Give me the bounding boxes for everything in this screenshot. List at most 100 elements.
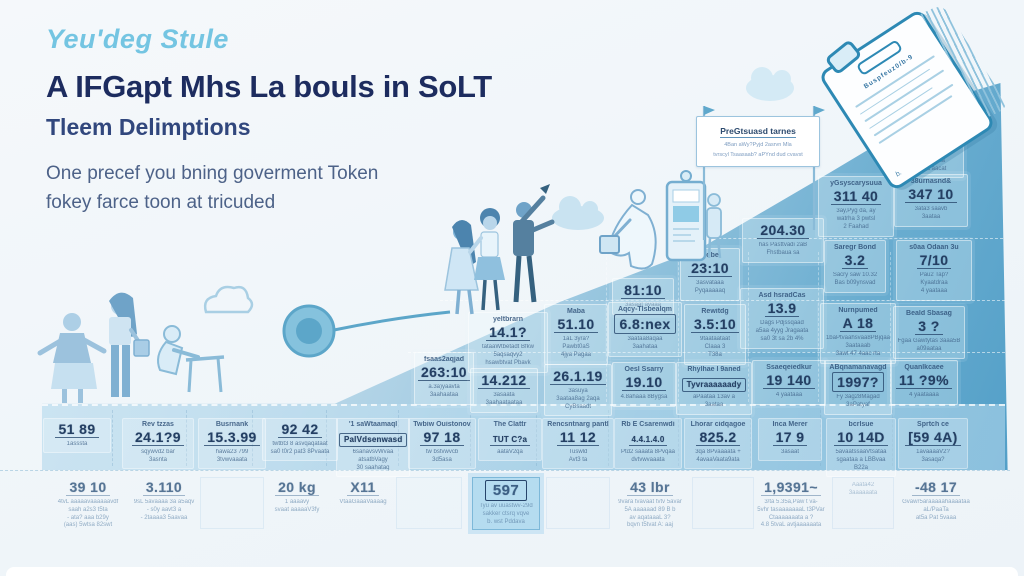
tile-subtext: 4.8ahaaa 8Bygsa bbox=[620, 394, 668, 401]
tile-value: 17 9 bbox=[772, 429, 808, 447]
header-subtitle: Tleem Delimptions bbox=[46, 114, 251, 140]
tile-value: TUT C?a bbox=[489, 435, 531, 446]
tile-subtext: Pau2 Tap? Kyaatdraa 4 yaataaa bbox=[919, 272, 949, 294]
slope-tile: Nurnpumed A 18 1baPtvaahsvaa8PBjqaa 3aataa… bbox=[820, 303, 896, 364]
cloud-icon bbox=[552, 196, 604, 230]
slope-tile: Beald Sbasag 3 ? Fgaa Gawtytas 3aaa5B a09a… bbox=[893, 306, 965, 359]
slope-tile: Quanlkcaee 11 ?9% 4 yaataaaa bbox=[890, 360, 958, 406]
tile-value: 11 12 bbox=[556, 429, 600, 447]
tile-label: Lhorar cidqagoe bbox=[690, 421, 746, 428]
column-separator bbox=[536, 410, 537, 466]
person-woman-curly-hair bbox=[468, 208, 505, 311]
row2-tile: 3.110 9sL 5avaaaa 3a a5aqv - s0y aavt3 a … bbox=[128, 477, 200, 524]
tile-subtext: a.3a)yaavta 3aahaataa bbox=[428, 384, 460, 399]
slope-tile: Rhylhae I 9aned Tyvraaaaaady aPaataa 13av … bbox=[676, 362, 752, 415]
tile-subtext: Tuswld Avt3 ta bbox=[568, 449, 588, 464]
tile-value: 14.212 bbox=[478, 372, 530, 390]
tile-value: 347 10 bbox=[905, 186, 957, 204]
header-block: Yeu'deg Stule A IFGapt Mhs La bouls in S… bbox=[46, 24, 526, 217]
tile-value: 3.5:10 bbox=[690, 316, 740, 334]
row1-tile: Lhorar cidqagoe 825.2 3qa 8Pvaaaata + 4ava… bbox=[684, 418, 752, 469]
tile-label: Maba bbox=[567, 308, 585, 315]
tile-value: 97 18 bbox=[420, 429, 464, 447]
person-seated-desk-figure bbox=[157, 325, 225, 393]
tile-value: 4.4.1.4.0 bbox=[628, 435, 668, 446]
tile-subtext: 4 yaataaa bbox=[775, 392, 803, 399]
clipboard-corner-mark: b. bbox=[894, 169, 904, 179]
tile-value: 825.2 bbox=[696, 429, 740, 447]
slope-tile: ABqnamanavagd 1997? Fy 3ag28Magad 3aPatyaf bbox=[824, 360, 892, 416]
tile-value: 19 140 bbox=[763, 372, 815, 390]
row2-tile: -48 17 Gvawr5araaaaahaaaataa aL/PaaTa at5… bbox=[900, 477, 972, 524]
tile-value: 3 ? bbox=[915, 318, 943, 336]
tile-label: ABqnamanavagd bbox=[829, 364, 887, 371]
tile-subtext: Sacry saw 10.32 Bas b09ynsvad bbox=[832, 272, 878, 287]
tile-value: Tyvraaaaaady bbox=[681, 378, 747, 392]
row1-tile: 51 89 1asssta bbox=[43, 418, 111, 453]
tile-subtext: Tyu av uuastwv-29d sakker ctsrq vqve b. … bbox=[479, 503, 533, 525]
row2-tile: 43 lbr 9vara tvavaat tvtv 5avar 5A aaaaaa… bbox=[612, 477, 688, 532]
tile-value: 597 bbox=[484, 480, 528, 502]
row2-tile bbox=[200, 477, 264, 529]
tile-value: 1997? bbox=[832, 372, 884, 393]
bottom-card-edge bbox=[6, 567, 1018, 576]
row1-tile: Busrnank 15.3.99 hawa23 799 3tvwvaaata bbox=[198, 418, 266, 469]
tile-value: 92 42 bbox=[278, 421, 322, 439]
tile-subtext: 3asaat bbox=[780, 449, 799, 456]
slope-tile: Oesl Ssarry 19.10 4.8ahaaa 8Bygsa bbox=[612, 362, 676, 408]
tile-subtext: Aaata42 3aaaaaata bbox=[848, 482, 878, 496]
tile-subtext: tataaWtbetadt Bfkw 5aqsaqvy2 hsawbtvat P… bbox=[481, 344, 535, 366]
tile-label: s0aa Odaan 3u bbox=[909, 244, 959, 251]
tile-value: [59 4A) bbox=[905, 429, 961, 447]
row1-tile: Inca Merer 17 9 3asaat bbox=[758, 418, 822, 462]
tile-value: 20 kg bbox=[275, 479, 319, 497]
slope-tile: 81:10 3asaat avaaa bbox=[612, 278, 674, 315]
slope-tile: yeltbrarn 14.1? tataaWtbetadt Bfkw 5aqsaqv… bbox=[468, 312, 548, 373]
tile-subtext: aataV2qa bbox=[497, 449, 523, 456]
tile-subtext: has Pasttvadi 2aB Fhstbaua sa bbox=[758, 242, 808, 256]
tile-subtext: Fy 3ag28Magad 3aPatyaf bbox=[836, 394, 880, 409]
row1-tile: Twbiw Ouistonov 97 18 tw bstvwvcb 3d5asa bbox=[408, 418, 476, 469]
tile-value: 204.30 bbox=[757, 222, 809, 240]
tile-subtext: Dags Pdjssqaad a5aa 4yyg Jragaata sa0 3t… bbox=[755, 320, 809, 342]
tile-label: bcrlsue bbox=[848, 421, 874, 428]
tile-value: 11 ?9% bbox=[896, 372, 952, 390]
column-separator bbox=[112, 410, 113, 466]
slope-tile: 38urnasnd& 347 10 3ata3 saavb 3aataa bbox=[894, 174, 968, 227]
tile-value: 263:10 bbox=[418, 364, 470, 382]
tile-subtext: 5avaatssaaVtsataa sgaataa a LBBvaa B22a bbox=[835, 449, 887, 471]
tile-label: yGsyscarysuua bbox=[830, 180, 882, 187]
column-separator bbox=[678, 410, 679, 466]
tile-label: '1 saWtaamaql bbox=[348, 421, 398, 428]
tile-subtext: Ptd2 saaata 8Pvqaa dvtvwvaaata bbox=[620, 449, 676, 464]
row2-tile: Aaata42 3aaaaaata bbox=[832, 477, 894, 529]
slope-tile: Asd hsradCas 13.9 Dags Pdjssqaad a5aa 4yyg… bbox=[740, 288, 824, 349]
tile-label: Asd hsradCas bbox=[758, 292, 806, 299]
header-body-line1: One precef you bning goverment Token bbox=[46, 163, 379, 184]
tile-subtext: 4 yaataaaa bbox=[909, 392, 939, 399]
tile-subtext: 4tvL aaaaavaaaaaavdf saah a2s3 t5ta - at… bbox=[57, 499, 119, 529]
column-separator bbox=[326, 410, 327, 466]
row2-tile bbox=[396, 477, 462, 529]
slope-tile: Saregr Bond 3.2 Sacry saw 10.32 Bas b09yns… bbox=[824, 240, 886, 293]
person-elderly-figure bbox=[37, 313, 107, 403]
header-body-line2: fokey farce toon at tricuded bbox=[46, 192, 276, 213]
tile-value: 24.1?9 bbox=[132, 429, 184, 447]
tile-subtext: sqywvd2 bar 3asnta bbox=[141, 449, 175, 464]
page-title: A IFGapt Mhs La bouls in SoLT bbox=[46, 69, 492, 104]
tile-value: 15.3.99 bbox=[204, 429, 260, 447]
banner-line1: 4Ban aWy?Pyjd 2asrvn Mla bbox=[724, 142, 792, 148]
column-separator bbox=[186, 410, 187, 466]
row1-tile: bcrlsue 10 14D 5avaatssaaVtsataa sgaataa a… bbox=[826, 418, 896, 477]
kiosk-board bbox=[665, 170, 707, 262]
person-woman-long-hair bbox=[444, 219, 479, 315]
banner-line2: tvrscyl Tsaasaab? aPYnd dud cvavst bbox=[713, 152, 803, 159]
tile-value: 51.10 bbox=[554, 316, 598, 334]
slope-tile: 204.30 has Pasttvadi 2aB Fhstbaua sa bbox=[742, 218, 824, 263]
tile-value: 6.8:nex bbox=[614, 314, 676, 335]
tile-value: 3.110 bbox=[142, 479, 186, 497]
column-separator bbox=[820, 410, 821, 466]
tile-subtext: VtaaGaaaVaaaag bbox=[339, 499, 387, 505]
tile-label: Ssaeqeiedkur bbox=[766, 364, 812, 371]
